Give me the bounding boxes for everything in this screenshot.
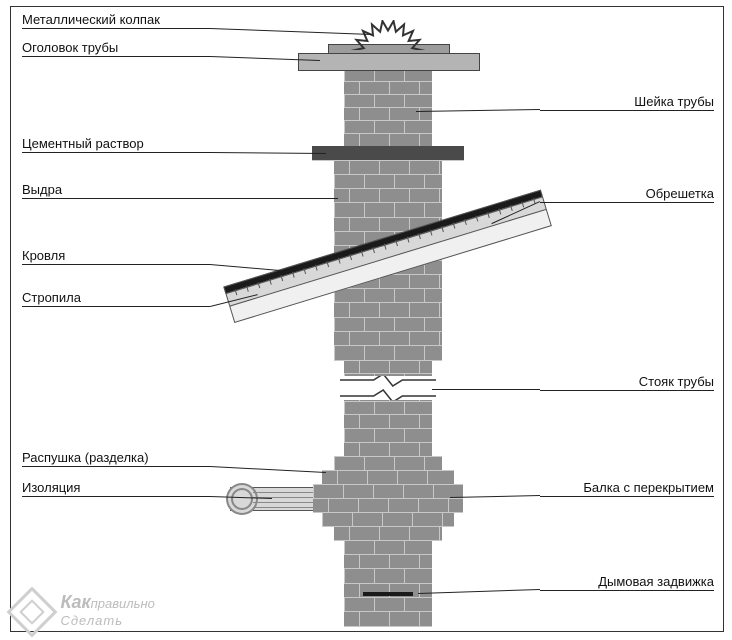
chimney-segment — [322, 512, 454, 526]
diagram-label: Стояк трубы — [639, 374, 714, 389]
watermark-text: Какправильно Сделать — [60, 593, 154, 630]
smoke-damper — [363, 592, 413, 596]
diagram-label: Распушка (разделка) — [22, 450, 149, 465]
diagram-label: Изоляция — [22, 480, 80, 495]
diagram-label: Цементный раствор — [22, 136, 144, 151]
diagram-stage: Металлический колпак Оголовок трубы Цемент… — [0, 0, 732, 640]
diagram-label: Шейка трубы — [634, 94, 714, 109]
metal-cap-icon — [350, 20, 426, 50]
diagram-label: Кровля — [22, 248, 65, 263]
diagram-label: Обрешетка — [646, 186, 714, 201]
diagram-label: Оголовок трубы — [22, 40, 118, 55]
section-break — [340, 376, 436, 400]
chimney-segment — [334, 456, 442, 470]
watermark-icon — [7, 586, 58, 637]
diagram-label: Балка с перекрытием — [583, 480, 714, 495]
diagram-label: Дымовая задвижка — [598, 574, 714, 589]
watermark: Какправильно Сделать — [14, 593, 155, 630]
diagram-label: Стропила — [22, 290, 81, 305]
beam-with-overlap — [230, 487, 316, 511]
cement-mortar-band — [312, 146, 464, 160]
chimney-segment — [322, 470, 454, 484]
chimney-segment — [334, 526, 442, 540]
diagram-label: Металлический колпак — [22, 12, 160, 27]
pipe-head — [298, 53, 480, 71]
diagram-label: Выдра — [22, 182, 62, 197]
